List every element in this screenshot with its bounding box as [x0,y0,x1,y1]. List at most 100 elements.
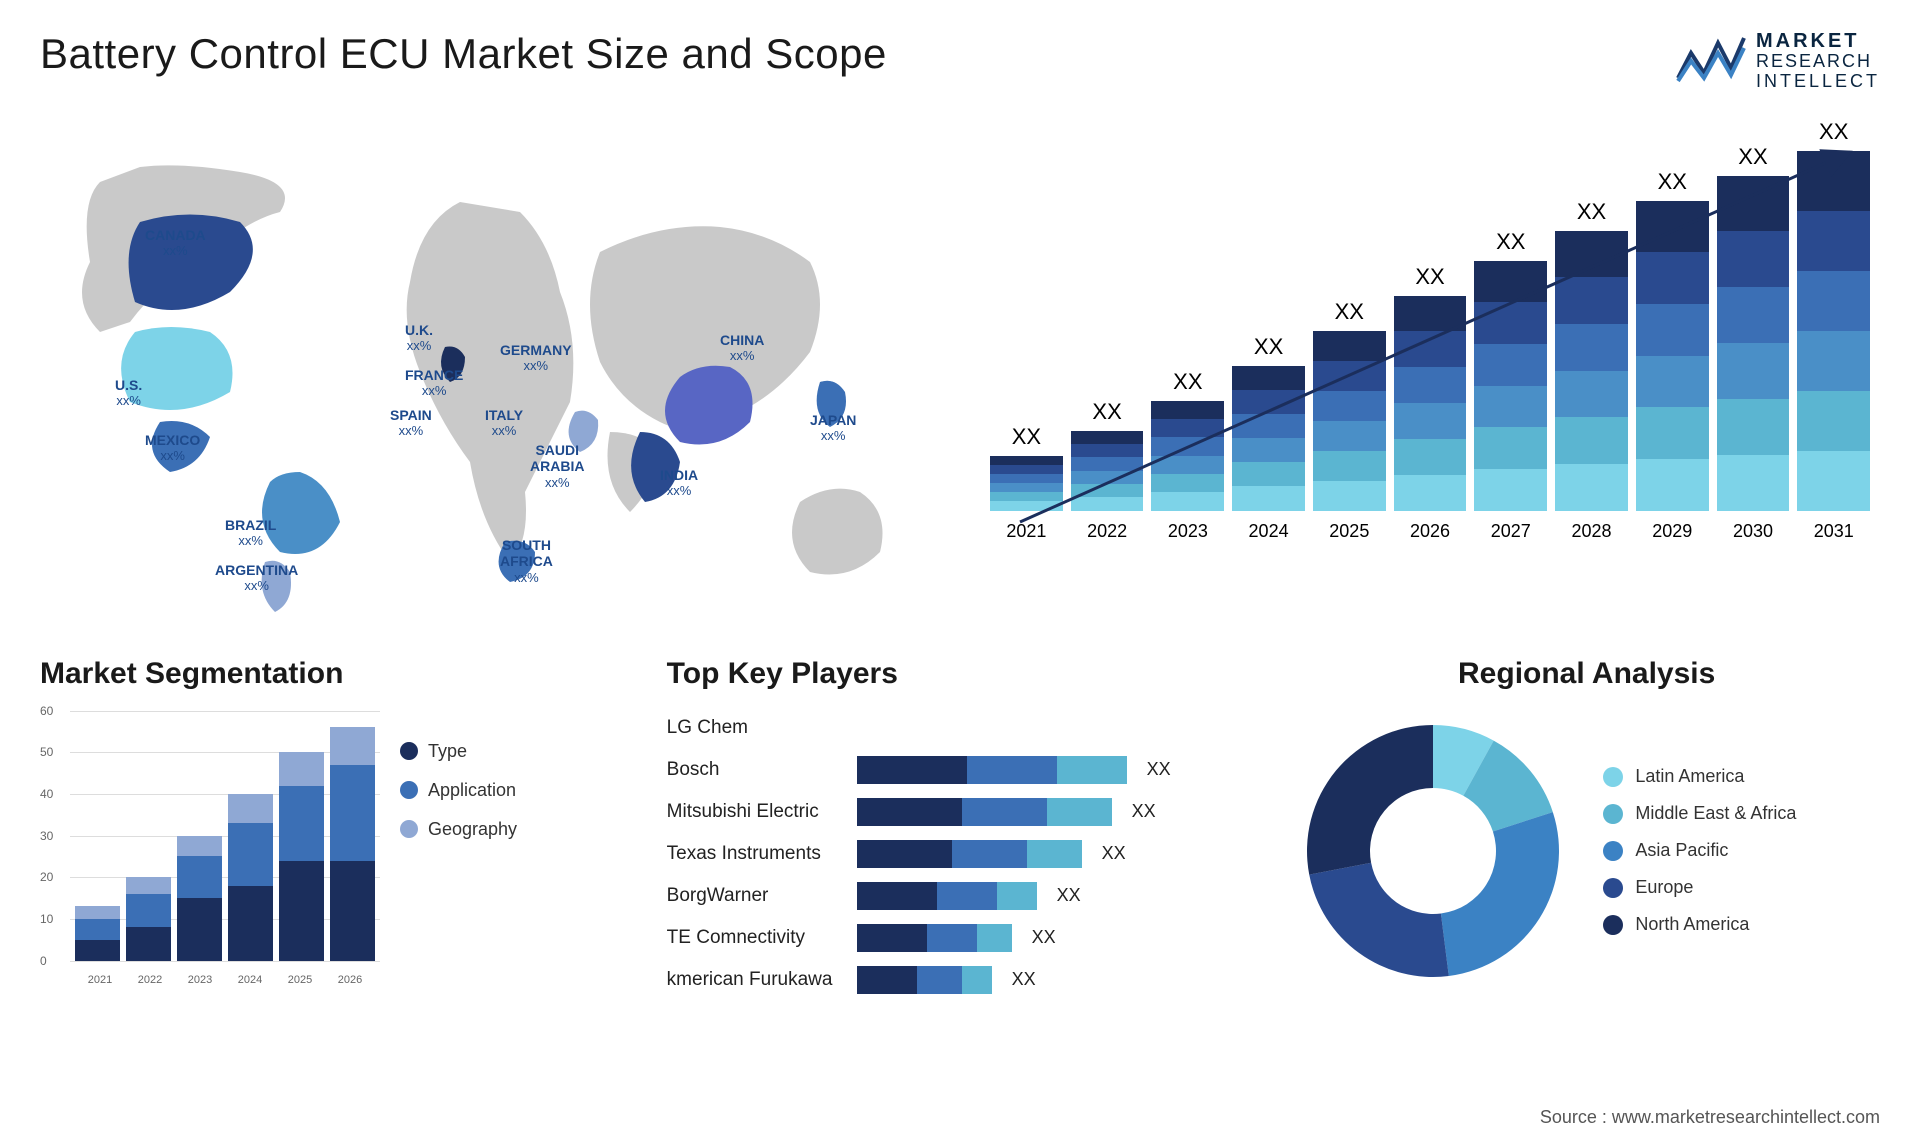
segmentation-panel: Market Segmentation 01020304050602021202… [40,657,627,997]
seg-bar-2025 [279,752,324,960]
growth-bar-value: XX [1496,229,1525,255]
map-label-germany: GERMANYxx% [500,342,572,374]
map-label-spain: SPAINxx% [390,407,432,439]
world-map [40,122,940,622]
regional-donut [1293,711,1573,991]
logo: MARKET RESEARCH INTELLECT [1676,30,1880,92]
growth-bar-year: 2031 [1814,521,1854,542]
segmentation-chart: 0102030405060202120222023202420252026 [40,711,380,991]
kp-value: XX [1012,969,1036,990]
segmentation-legend: TypeApplicationGeography [400,711,517,991]
growth-bar-year: 2024 [1249,521,1289,542]
regional-panel: Regional Analysis Latin America Middle Ea… [1293,657,1880,997]
logo-text-1: MARKET [1756,30,1880,52]
kp-name: LG Chem [667,717,847,739]
growth-bar-2030: XX2030 [1717,144,1790,542]
map-label-mexico: MEXICOxx% [145,432,200,464]
kp-name: kmerican Furukawa [667,969,847,991]
kp-row: Mitsubishi ElectricXX [667,795,1254,829]
kp-value: XX [1032,927,1056,948]
source-attribution: Source : www.marketresearchintellect.com [1540,1107,1880,1128]
seg-legend-application: Application [400,780,517,801]
segmentation-title: Market Segmentation [40,657,627,691]
kp-value: XX [1057,885,1081,906]
kp-row: LG Chem [667,711,1254,745]
growth-bar-value: XX [1658,169,1687,195]
world-map-panel: CANADAxx%U.S.xx%MEXICOxx%BRAZILxx%ARGENT… [40,122,940,622]
growth-bar-2031: XX 2031 [1797,119,1870,542]
growth-bar-year: 2025 [1329,521,1369,542]
kp-name: BorgWarner [667,885,847,907]
growth-bar-year: 2026 [1410,521,1450,542]
growth-bar-2021: XX2021 [990,424,1063,542]
reg-legend-item: Europe [1603,877,1796,898]
growth-bar-value: XX [1415,264,1444,290]
page-title: Battery Control ECU Market Size and Scop… [40,30,887,78]
growth-bar-2029: XX2029 [1636,169,1709,542]
kp-row: BorgWarner XX [667,879,1254,913]
growth-bar-value: XX [1335,299,1364,325]
reg-legend-item: Asia Pacific [1603,840,1796,861]
map-label-brazil: BRAZILxx% [225,517,276,549]
regional-legend: Latin America Middle East & Africa Asia Pa… [1603,766,1796,935]
growth-bar-2022: XX 2022 [1071,399,1144,542]
kp-name: TE Comnectivity [667,927,847,949]
growth-bar-value: XX [1092,399,1121,425]
growth-bar-year: 2023 [1168,521,1208,542]
logo-text-3: INTELLECT [1756,72,1880,92]
seg-bar-2024 [228,794,273,961]
key-players-panel: Top Key Players LG Chem Bosch XX Mitsubishi… [667,657,1254,997]
growth-bar-value: XX [1819,119,1848,145]
seg-bar-2023 [177,836,222,961]
growth-bar-year: 2027 [1491,521,1531,542]
key-players-title: Top Key Players [667,657,1254,691]
kp-name: Mitsubishi Electric [667,801,847,823]
map-label-japan: JAPANxx% [810,412,856,444]
regional-title: Regional Analysis [1293,657,1880,691]
growth-bar-2024: XX 2024 [1232,334,1305,542]
growth-chart-panel: XX2021XX2022XX2023XX2024XX2025XX2026XX20… [980,122,1880,622]
seg-legend-type: Type [400,741,517,762]
seg-bar-2026 [330,727,375,960]
growth-bar-value: XX [1577,199,1606,225]
seg-bar-2022 [126,877,171,960]
kp-value: XX [1147,759,1171,780]
logo-icon [1676,33,1746,88]
donut-slice-asia-pacific [1441,812,1559,976]
growth-bar-year: 2030 [1733,521,1773,542]
growth-bar-value: XX [1173,369,1202,395]
kp-name: Texas Instruments [667,843,847,865]
growth-bar-2023: XX 2023 [1151,369,1224,542]
map-label-canada: CANADAxx% [145,227,206,259]
kp-row: TE Comnectivity XX [667,921,1254,955]
growth-bar-2027: XX 2027 [1474,229,1547,542]
kp-row: Texas Instruments XX [667,837,1254,871]
reg-legend-item: North America [1603,914,1796,935]
map-label-southafrica: SOUTHAFRICAxx% [500,537,553,586]
logo-text-2: RESEARCH [1756,52,1880,72]
donut-slice-north-america [1307,725,1433,875]
map-label-us: U.S.xx% [115,377,142,409]
map-label-uk: U.K.xx% [405,322,433,354]
kp-value: XX [1102,843,1126,864]
growth-bar-2025: XX 2025 [1313,299,1386,542]
growth-bar-2028: XX 2028 [1555,199,1628,542]
growth-bar-year: 2022 [1087,521,1127,542]
reg-legend-item: Middle East & Africa [1603,803,1796,824]
seg-bar-2021 [75,906,120,960]
map-label-italy: ITALYxx% [485,407,523,439]
growth-bar-year: 2028 [1571,521,1611,542]
key-players-list: LG ChemBoschXXMitsubishi ElectricXXTexas… [667,711,1254,997]
map-label-china: CHINAxx% [720,332,764,364]
kp-name: Bosch [667,759,847,781]
kp-row: kmerican Furukawa XX [667,963,1254,997]
growth-bar-2026: XX 2026 [1394,264,1467,542]
donut-slice-europe [1310,862,1450,976]
kp-row: Bosch XX [667,753,1254,787]
growth-bar-value: XX [1012,424,1041,450]
reg-legend-item: Latin America [1603,766,1796,787]
map-label-india: INDIAxx% [660,467,698,499]
map-label-saudi: SAUDIARABIAxx% [530,442,584,491]
growth-bar-value: XX [1254,334,1283,360]
map-label-france: FRANCExx% [405,367,463,399]
